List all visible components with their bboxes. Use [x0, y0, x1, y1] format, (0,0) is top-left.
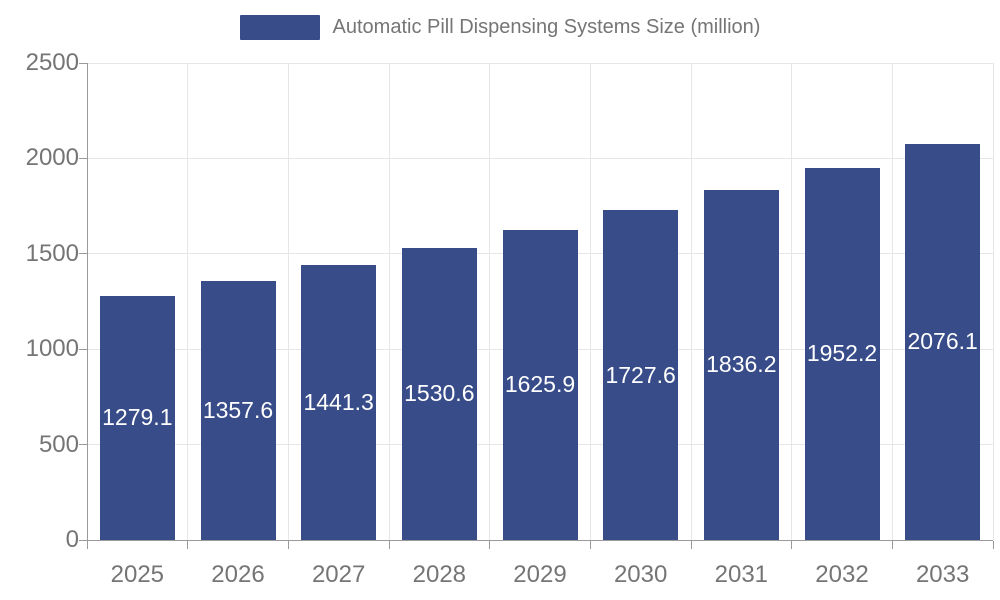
- x-tick-mark: [287, 541, 289, 549]
- x-tick-label: 2030: [613, 561, 668, 588]
- x-tick-mark: [891, 541, 893, 549]
- v-gridline: [690, 63, 692, 540]
- bar-2031[interactable]: 1836.2: [703, 189, 779, 540]
- legend-label: Automatic Pill Dispensing Systems Size (…: [332, 16, 761, 38]
- bar-2027[interactable]: 1441.3: [301, 265, 377, 540]
- x-tick-mark: [690, 541, 692, 549]
- bar-2030[interactable]: 1727.6: [603, 210, 679, 540]
- x-tick-label: 2032: [815, 561, 869, 588]
- bar-value-label: 1530.6: [404, 380, 475, 407]
- y-axis-line: [87, 63, 88, 540]
- x-tick-label: 2033: [915, 561, 970, 588]
- v-gridline: [589, 63, 591, 540]
- x-tick-mark: [791, 541, 793, 549]
- plot-area: 1279.1 1357.6 1441.3 1530.6 1625.9 1727.6 1836…: [79, 62, 994, 549]
- v-gridline: [891, 63, 893, 540]
- x-tick-mark: [187, 541, 189, 549]
- bar-value-label: 1625.9: [504, 371, 576, 398]
- v-gridline: [287, 63, 289, 540]
- y-tick-mark: [79, 157, 87, 159]
- y-tick-label: 1000: [25, 335, 79, 363]
- bar-2033[interactable]: 2076.1: [905, 143, 981, 540]
- h-gridline: [87, 62, 993, 64]
- x-tick-label: 2026: [211, 561, 265, 588]
- bar-2025[interactable]: 1279.1: [99, 295, 175, 540]
- legend-item[interactable]: Automatic Pill Dispensing Systems Size (…: [0, 15, 1000, 40]
- bar-value-label: 1441.3: [303, 389, 374, 415]
- y-tick-label: 500: [38, 430, 79, 458]
- v-gridline: [187, 63, 189, 540]
- x-tick-mark: [589, 541, 591, 549]
- bar-2028[interactable]: 1530.6: [401, 247, 477, 540]
- v-gridline: [489, 63, 491, 540]
- x-tick-label: 2031: [714, 561, 769, 588]
- y-tick-mark: [79, 62, 87, 64]
- x-tick-label: 2027: [311, 561, 366, 588]
- x-tick-mark: [86, 541, 88, 549]
- x-tick-mark: [489, 541, 491, 549]
- v-gridline: [388, 63, 390, 540]
- y-tick-label: 0: [65, 526, 79, 553]
- bar-value-label: 1727.6: [605, 361, 676, 388]
- v-gridline: [791, 63, 793, 540]
- y-tick-label: 1500: [25, 239, 79, 267]
- bar-value-label: 1357.6: [202, 396, 274, 423]
- y-tick-mark: [79, 539, 87, 541]
- x-axis-line: [86, 540, 993, 541]
- x-tick-label: 2028: [412, 561, 467, 588]
- bar-value-label: 2076.1: [907, 328, 978, 355]
- x-tick-label: 2029: [513, 561, 567, 588]
- bar-2032[interactable]: 1952.2: [804, 167, 880, 540]
- v-gridline: [992, 63, 994, 540]
- h-gridline: [87, 157, 993, 159]
- bar-value-label: 1836.2: [706, 351, 777, 378]
- legend-swatch-icon: [239, 15, 320, 40]
- bar-2029[interactable]: 1625.9: [502, 229, 578, 540]
- bar-value-label: 1952.2: [806, 340, 878, 367]
- y-tick-label: 2500: [25, 49, 79, 76]
- x-tick-mark: [388, 541, 390, 549]
- y-tick-mark: [79, 444, 87, 446]
- bar-2026[interactable]: 1357.6: [200, 280, 276, 540]
- y-tick-mark: [79, 348, 87, 350]
- y-tick-label: 2000: [25, 144, 79, 172]
- x-tick-label: 2025: [110, 561, 165, 588]
- bar-value-label: 1279.1: [102, 404, 173, 431]
- x-tick-mark: [992, 541, 994, 549]
- y-tick-mark: [79, 253, 87, 255]
